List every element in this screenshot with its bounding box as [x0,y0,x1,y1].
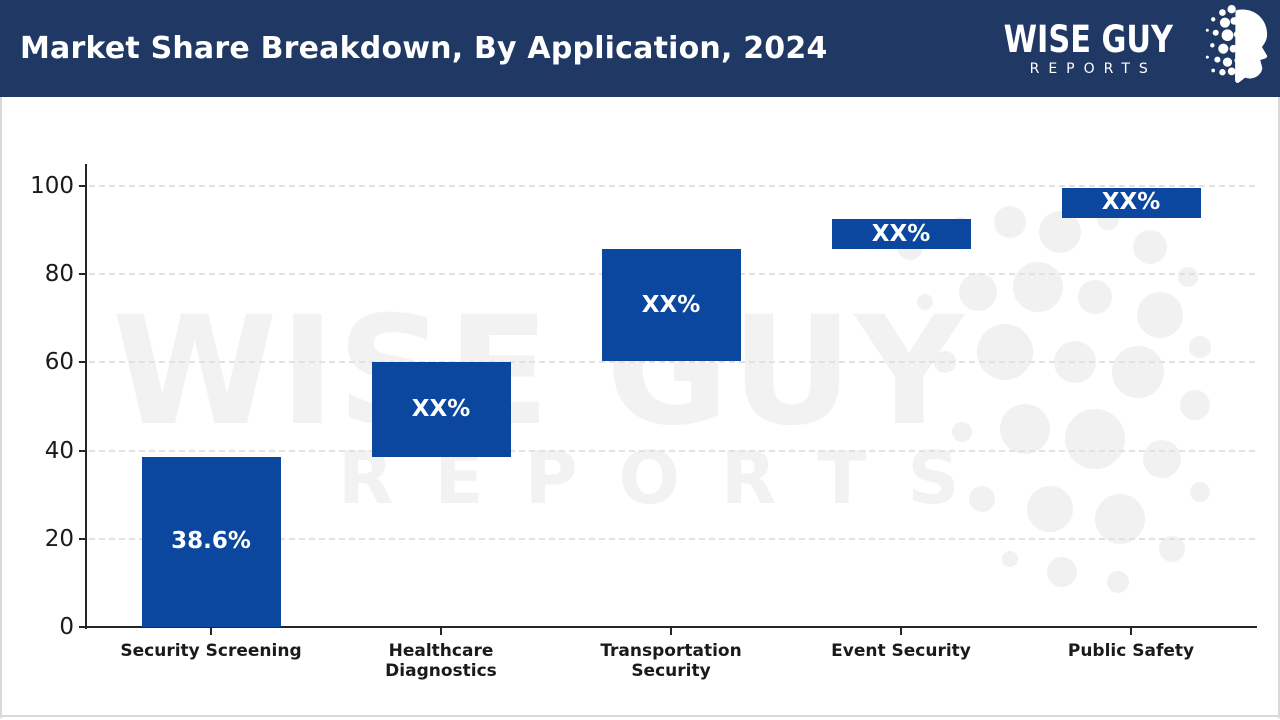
x-category-label-event-security: Event Security [831,641,971,661]
logo-head-icon [1188,4,1272,94]
frame-edge-bottom [0,715,1280,717]
y-tick-label-100: 100 [30,173,74,199]
frame-edge-left [0,97,2,718]
page-title: Market Share Breakdown, By Application, … [20,31,828,66]
brand-tagline: REPORTS [1029,60,1157,77]
y-tick-label-20: 20 [44,525,74,552]
y-tick-mark-100 [79,185,87,187]
bar-value-label-security-screening: 38.6% [171,528,251,555]
x-tick-mark-security-screening [210,628,212,635]
y-tick-mark-40 [79,449,87,452]
gridline-100 [89,185,1255,187]
chart-area: WISE GUY R E P O R T S [0,97,1280,720]
header-banner: Market Share Breakdown, By Application, … [0,0,1280,97]
bar-security-screening: 38.6% [141,456,281,627]
brand-wordmark: WISE GUY REPORTS [985,21,1192,77]
y-tick-mark-80 [79,273,87,276]
x-category-label-security-screening: Security Screening [120,641,302,661]
bar-value-label-event-security: XX% [871,220,931,247]
x-tick-mark-public-safety [1130,628,1132,635]
y-tick-label-0: 0 [59,614,74,640]
gridline-60 [89,361,1255,364]
x-tick-mark-event-security [900,628,902,635]
frame-edge-right [1278,97,1280,718]
x-tick-mark-healthcare-diagnostics [440,628,442,635]
bar-value-label-transportation-security: XX% [641,291,701,318]
y-tick-mark-60 [79,361,87,364]
x-category-label-transportation-security: Transportation Security [600,641,742,681]
bar-value-label-public-safety: XX% [1101,189,1161,216]
gridline-20 [89,537,1255,540]
y-tick-mark-20 [79,537,87,540]
gridline-40 [89,449,1255,452]
bar-value-label-healthcare-diagnostics: XX% [411,396,471,423]
bar-transportation-security: XX% [601,249,741,362]
brand-logo: WISE GUY REPORTS [985,4,1272,94]
x-category-label-public-safety: Public Safety [1067,641,1195,661]
bar-healthcare-diagnostics: XX% [371,362,511,457]
y-axis-spine [85,164,87,629]
bar-event-security: XX% [831,219,971,250]
y-tick-label-60: 60 [44,349,74,376]
y-tick-label-40: 40 [44,437,74,464]
x-axis-spine [83,626,1257,628]
x-tick-mark-transportation-security [670,628,672,635]
x-category-label-healthcare-diagnostics: Healthcare Diagnostics [385,641,497,681]
brand-name: WISE GUY [1003,17,1174,61]
y-tick-label-80: 80 [44,261,74,288]
watermark-wordmark: WISE GUY [112,285,966,459]
watermark-head-icon [850,197,1220,631]
bar-public-safety: XX% [1061,187,1201,219]
